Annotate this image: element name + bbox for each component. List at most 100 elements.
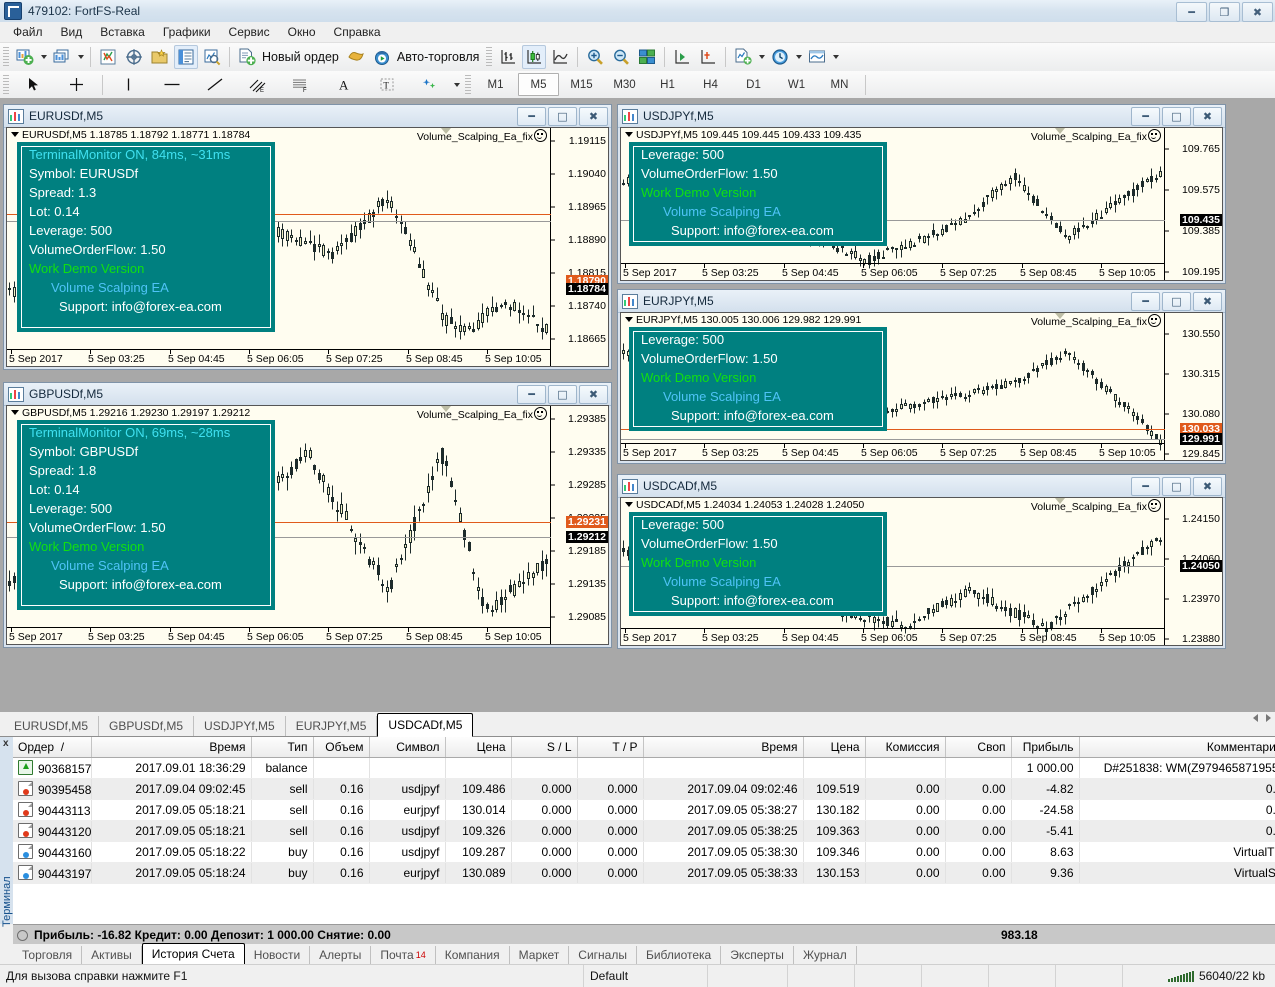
tab-news[interactable]: Новости: [245, 946, 311, 964]
chart-plot-area[interactable]: GBPUSDf,M5 1.29216 1.29230 1.29197 1.292…: [7, 406, 553, 644]
tab-alerts[interactable]: Алерты: [310, 946, 372, 964]
cursor-icon[interactable]: [13, 73, 54, 96]
period-m1[interactable]: M1: [487, 78, 504, 91]
tab-experts[interactable]: Эксперты: [721, 946, 794, 964]
chart-maximize-button[interactable]: □: [1162, 477, 1191, 496]
chart-canvas-eurjpy[interactable]: EURJPYf,M5 130.005 130.006 129.982 129.9…: [620, 312, 1223, 461]
chart-price-axis-eurjpy[interactable]: 130.550 130.315 130.080 129.845 130.033 …: [1164, 313, 1222, 460]
chart-shift-icon[interactable]: [670, 45, 694, 69]
tab-scroll-left-icon[interactable]: [1253, 714, 1258, 722]
chart-maximize-button[interactable]: □: [1162, 107, 1191, 126]
period-w1[interactable]: W1: [787, 78, 806, 91]
periods-dropdown-icon[interactable]: [793, 46, 804, 68]
chart-tab-gbpusd[interactable]: GBPUSDf,M5: [99, 716, 195, 736]
expert-advisors-icon[interactable]: [344, 45, 368, 69]
auto-scroll-icon[interactable]: [696, 45, 720, 69]
period-m15[interactable]: M15: [570, 78, 593, 91]
restore-button[interactable]: ❐: [1209, 2, 1240, 22]
period-m30[interactable]: M30: [613, 78, 636, 91]
col-swap[interactable]: Своп: [945, 737, 1012, 758]
trendline-icon[interactable]: [194, 73, 235, 96]
minimize-button[interactable]: ━: [1176, 2, 1207, 22]
autotrading-label[interactable]: Авто-торговля: [396, 50, 480, 64]
chart-window-eurusd[interactable]: EURUSDf,M5 ━ □ ✖ EURUSDf,M5 1.18785 1.18…: [3, 104, 612, 370]
tab-mailbox[interactable]: Почта 14: [371, 946, 436, 964]
chart-plot-area[interactable]: USDCADf,M5 1.24034 1.24053 1.24028 1.240…: [621, 498, 1167, 645]
indicators-icon[interactable]: [731, 45, 755, 69]
templates-dropdown-icon[interactable]: [830, 46, 841, 68]
vertical-line-icon[interactable]: [108, 73, 149, 96]
market-watch-icon[interactable]: [96, 45, 120, 69]
chart-close-button[interactable]: ✖: [579, 385, 608, 404]
col-time-open[interactable]: Время: [91, 737, 252, 758]
chart-titlebar-gbpusd[interactable]: GBPUSDf,M5 ━ □ ✖: [4, 383, 611, 406]
tab-company[interactable]: Компания: [436, 946, 510, 964]
table-row[interactable]: 90443113 2017.09.05 05:18:21 sell 0.16 eurjp…: [13, 799, 1275, 821]
menu-window[interactable]: Окно: [287, 25, 316, 39]
col-symbol[interactable]: Символ: [369, 737, 446, 758]
tab-trade[interactable]: Торговля: [13, 946, 83, 964]
terminal-icon[interactable]: [174, 45, 198, 69]
chart-close-button[interactable]: ✖: [1193, 477, 1222, 496]
bar-chart-icon[interactable]: [496, 45, 520, 69]
new-chart-dropdown-icon[interactable]: [38, 46, 49, 68]
chart-titlebar-usdcad[interactable]: USDCADf,M5 ━ □ ✖: [618, 475, 1225, 498]
chart-close-button[interactable]: ✖: [579, 107, 608, 126]
new-chart-icon[interactable]: [13, 45, 37, 69]
period-h4[interactable]: H4: [703, 78, 718, 91]
col-commission[interactable]: Комиссия: [865, 737, 946, 758]
chart-tab-usdcad[interactable]: USDCADf,M5: [377, 713, 474, 737]
zoom-out-icon[interactable]: [609, 45, 633, 69]
chart-minimize-button[interactable]: ━: [517, 107, 546, 126]
menu-view[interactable]: Вид: [60, 25, 83, 39]
chart-minimize-button[interactable]: ━: [1131, 292, 1160, 311]
indicators-dropdown-icon[interactable]: [756, 46, 767, 68]
account-history-grid[interactable]: Ордер / Время Тип Объем Символ Цена S / …: [13, 737, 1275, 924]
tab-market[interactable]: Маркет: [510, 946, 570, 964]
line-toolbar-grip[interactable]: [3, 74, 9, 95]
chart-price-axis-eurusd[interactable]: 1.19115 1.19040 1.18965 1.18890 1.18815 …: [550, 128, 608, 366]
strategy-tester-icon[interactable]: [200, 45, 224, 69]
col-comment[interactable]: Комментарий: [1079, 737, 1275, 758]
shapes-dropdown-icon[interactable]: [451, 74, 462, 96]
shapes-icon[interactable]: [409, 73, 450, 96]
chart-plot-area[interactable]: EURJPYf,M5 130.005 130.006 129.982 129.9…: [621, 313, 1167, 460]
period-mn[interactable]: MN: [830, 78, 849, 91]
chart-canvas-gbpusd[interactable]: GBPUSDf,M5 1.29216 1.29230 1.29197 1.292…: [6, 405, 609, 645]
chart-tab-eurusd[interactable]: EURUSDf,M5: [4, 716, 100, 736]
chart-minimize-button[interactable]: ━: [517, 385, 546, 404]
navigator-icon[interactable]: [148, 45, 172, 69]
col-sl[interactable]: S / L: [511, 737, 578, 758]
fibonacci-icon[interactable]: F: [280, 73, 321, 96]
summary-expander-icon[interactable]: [17, 929, 28, 941]
text-icon[interactable]: A: [323, 73, 364, 96]
period-h1[interactable]: H1: [660, 78, 675, 91]
chart-price-axis-gbpusd[interactable]: 1.29385 1.29335 1.29285 1.29235 1.29185 …: [550, 406, 608, 644]
toolbar-grip[interactable]: [3, 47, 9, 67]
equidistant-channel-icon[interactable]: E: [237, 73, 278, 96]
horizontal-line-icon[interactable]: [151, 73, 192, 96]
chart-tab-usdjpy[interactable]: USDJPYf,M5: [194, 716, 286, 736]
col-volume[interactable]: Объем: [313, 737, 370, 758]
tab-history[interactable]: История Счета: [141, 943, 245, 964]
table-row[interactable]: 90443197 2017.09.05 05:18:24 buy 0.16 eurjpy…: [13, 862, 1275, 884]
new-order-icon[interactable]: [235, 45, 259, 69]
chart-titlebar-eurusd[interactable]: EURUSDf,M5 ━ □ ✖: [4, 105, 611, 128]
statusbar-profile[interactable]: Default: [584, 965, 708, 987]
menu-help[interactable]: Справка: [333, 25, 381, 39]
col-order[interactable]: Ордер /: [13, 737, 92, 758]
tab-exposure[interactable]: Активы: [82, 946, 142, 964]
table-row[interactable]: 90368157 2017.09.01 18:36:29 balance 1 000.…: [13, 757, 1275, 779]
col-price-close[interactable]: Цена: [803, 737, 866, 758]
chart-window-eurjpy[interactable]: EURJPYf,M5 ━ □ ✖ EURJPYf,M5 130.005 130.…: [617, 289, 1226, 464]
chart-window-usdjpy[interactable]: USDJPYf,M5 ━ □ ✖ USDJPYf,M5 109.445 109.…: [617, 104, 1226, 284]
statusbar-connection[interactable]: 56040/22 kb: [1123, 965, 1275, 987]
menu-insert[interactable]: Вставка: [100, 25, 145, 39]
tab-signals[interactable]: Сигналы: [569, 946, 637, 964]
table-row[interactable]: 90395458 2017.09.04 09:02:45 sell 0.16 usdjp…: [13, 778, 1275, 800]
periods-icon[interactable]: [768, 45, 792, 69]
crosshair-icon[interactable]: [56, 73, 97, 96]
chart-maximize-button[interactable]: □: [548, 385, 577, 404]
tab-scroll-right-icon[interactable]: [1266, 714, 1271, 722]
toolbar-grip-2[interactable]: [486, 47, 493, 67]
